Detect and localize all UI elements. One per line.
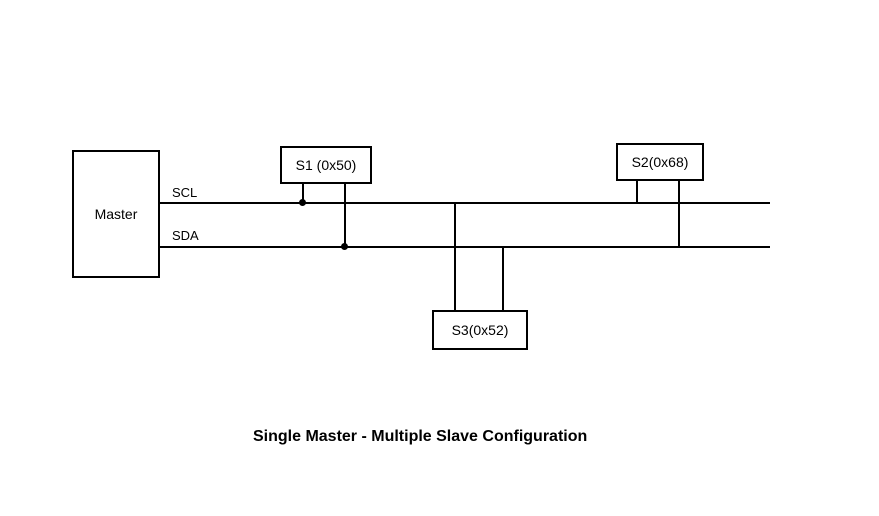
s2-pin2-connector (678, 181, 680, 246)
master-node: Master (72, 150, 160, 278)
s2-label: S2(0x68) (632, 154, 689, 170)
junction-dot (299, 199, 306, 206)
slave-s1-node: S1 (0x50) (280, 146, 372, 184)
s2-pin1-connector (636, 181, 638, 202)
diagram-caption: Single Master - Multiple Slave Configura… (253, 428, 587, 446)
s3-pin1-connector (454, 202, 456, 310)
junction-dot (341, 243, 348, 250)
s1-pin2-connector (344, 184, 346, 246)
slave-s3-node: S3(0x52) (432, 310, 528, 350)
sda-label: SDA (172, 228, 199, 243)
s3-pin2-connector (502, 246, 504, 310)
master-label: Master (95, 206, 138, 222)
slave-s2-node: S2(0x68) (616, 143, 704, 181)
s1-label: S1 (0x50) (296, 157, 357, 173)
sda-bus-line (160, 246, 770, 248)
s3-label: S3(0x52) (452, 322, 509, 338)
scl-label: SCL (172, 185, 197, 200)
